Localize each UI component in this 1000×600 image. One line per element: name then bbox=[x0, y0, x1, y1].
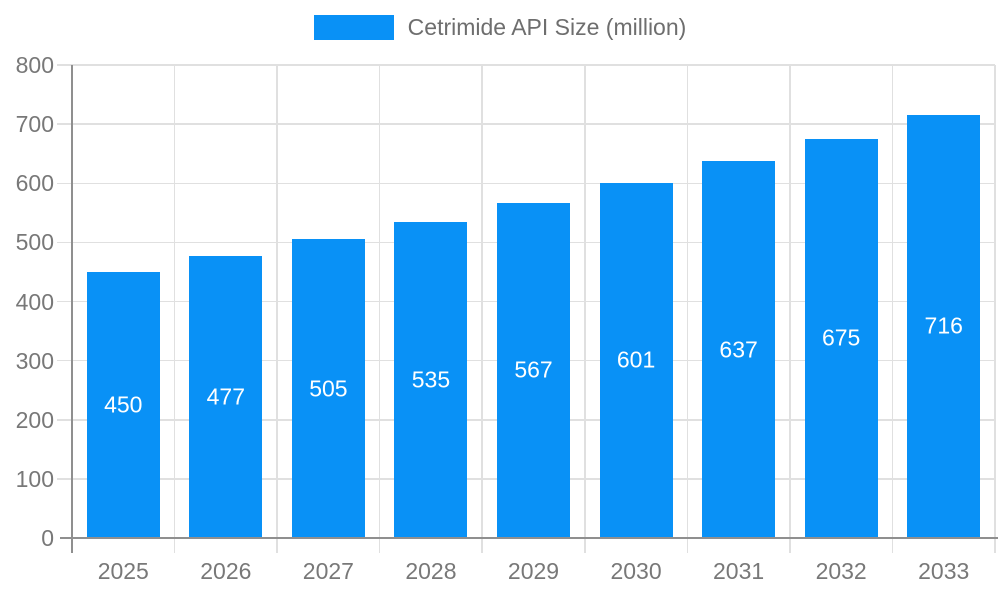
grid-line-vertical bbox=[686, 65, 689, 553]
bar[interactable]: 450 bbox=[86, 271, 160, 538]
grid-line-vertical bbox=[994, 65, 996, 553]
grid-line-vertical bbox=[891, 65, 894, 553]
x-axis-line bbox=[60, 537, 998, 539]
x-tick-label: 2026 bbox=[200, 558, 252, 584]
bar[interactable]: 716 bbox=[907, 114, 981, 538]
y-tick-label: 200 bbox=[15, 406, 54, 433]
bar-value-label: 675 bbox=[821, 324, 861, 351]
x-tick-label: 2028 bbox=[405, 558, 457, 584]
y-tick-label: 500 bbox=[15, 229, 54, 256]
x-tick-label: 2025 bbox=[97, 558, 149, 584]
bar[interactable]: 675 bbox=[804, 138, 878, 538]
y-tick-label: 100 bbox=[15, 465, 54, 492]
x-tick-label: 2032 bbox=[815, 558, 867, 584]
legend-item[interactable]: Cetrimide API Size (million) bbox=[313, 14, 687, 41]
grid-line-horizontal bbox=[57, 64, 995, 66]
legend-label: Cetrimide API Size (million) bbox=[407, 14, 687, 40]
bar-value-label: 535 bbox=[411, 366, 451, 393]
grid-line-vertical bbox=[789, 65, 791, 553]
grid-line-vertical bbox=[378, 65, 381, 553]
grid-line-vertical bbox=[276, 65, 278, 553]
bar[interactable]: 601 bbox=[599, 182, 673, 538]
bar[interactable]: 567 bbox=[497, 202, 570, 538]
y-tick-label: 0 bbox=[41, 525, 54, 551]
bar-value-label: 601 bbox=[616, 346, 656, 373]
bar-value-label: 567 bbox=[514, 356, 553, 383]
bar-value-label: 716 bbox=[924, 312, 963, 339]
bar-value-label: 637 bbox=[719, 336, 758, 363]
legend-swatch bbox=[313, 15, 394, 40]
grid-line-vertical bbox=[481, 65, 483, 553]
bar[interactable]: 535 bbox=[394, 221, 468, 538]
x-tick-label: 2030 bbox=[610, 558, 662, 584]
x-tick-label: 2033 bbox=[918, 558, 970, 584]
x-tick-label: 2027 bbox=[302, 558, 354, 584]
bar-value-label: 477 bbox=[206, 383, 246, 410]
grid-line-vertical bbox=[584, 65, 586, 553]
bar[interactable]: 637 bbox=[702, 161, 776, 538]
grid-line-horizontal bbox=[57, 123, 995, 125]
y-tick-label: 600 bbox=[15, 170, 54, 197]
bar-value-label: 450 bbox=[104, 391, 143, 418]
y-tick-label: 700 bbox=[15, 111, 54, 138]
bar[interactable]: 505 bbox=[291, 239, 365, 538]
grid-line-vertical bbox=[173, 65, 176, 553]
y-tick-label: 300 bbox=[15, 347, 54, 374]
chart-legend: Cetrimide API Size (million) bbox=[0, 14, 1000, 41]
x-tick-label: 2029 bbox=[507, 558, 560, 584]
bar[interactable]: 477 bbox=[189, 255, 263, 538]
y-tick-label: 800 bbox=[15, 52, 54, 78]
y-axis-line bbox=[71, 65, 73, 553]
y-tick-label: 400 bbox=[15, 288, 54, 315]
grid-line-horizontal bbox=[57, 182, 995, 184]
bar-value-label: 505 bbox=[309, 375, 348, 402]
x-tick-label: 2031 bbox=[713, 558, 765, 584]
